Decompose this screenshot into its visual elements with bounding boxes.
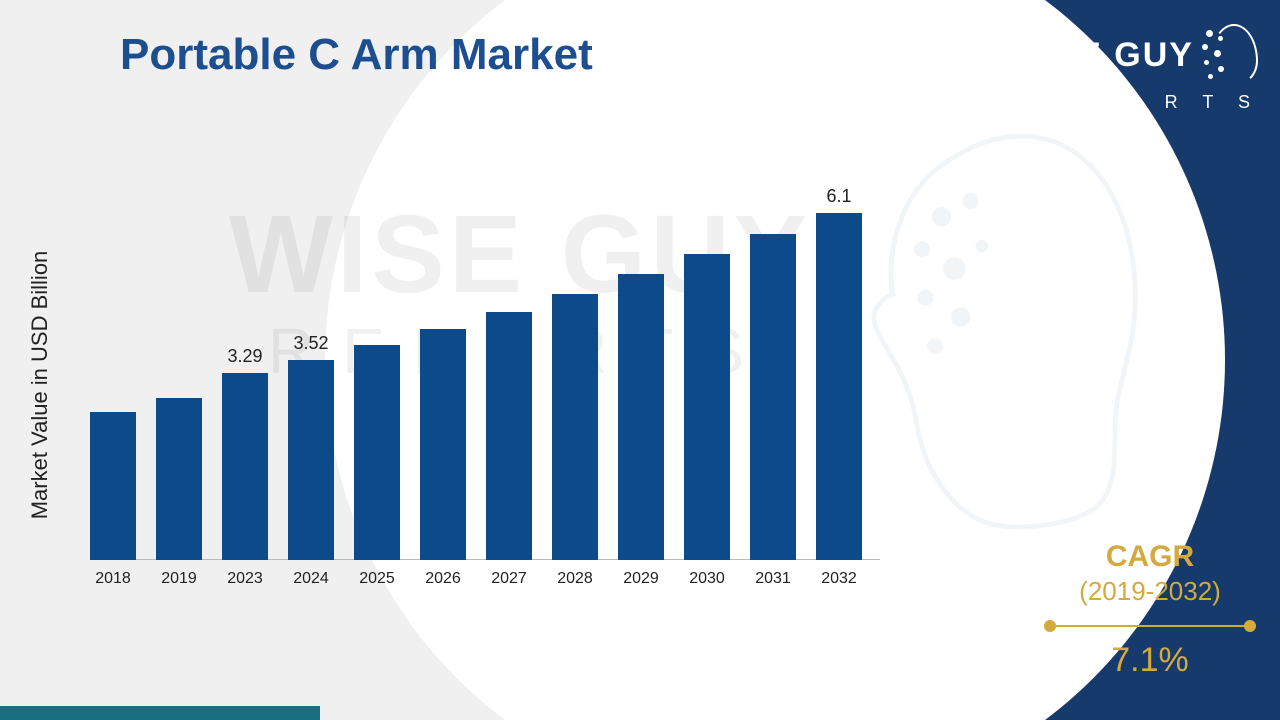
cagr-value: 7.1% (1020, 641, 1280, 680)
bar-value-label: 3.52 (293, 333, 328, 354)
x-tick-label: 2018 (95, 570, 131, 588)
x-tick-label: 2032 (821, 570, 857, 588)
logo-text-top: WISE GUY (1008, 36, 1194, 75)
plot-area: 2018 2019 3.292023 3.522024 2025 2026 2027 2028… (90, 170, 880, 560)
x-tick-label: 2029 (623, 570, 659, 588)
bar-fill (816, 213, 862, 560)
bar: 2026 (420, 329, 466, 560)
bar: 2019 (156, 398, 202, 560)
brand-logo: WISE GUY R E P O R T S (1008, 20, 1260, 113)
y-axis-label: Market Value in USD Billion (27, 251, 53, 520)
bar: 2031 (750, 234, 796, 560)
bar-fill (354, 345, 400, 560)
bottom-accent-bar (0, 706, 320, 720)
bar-fill (90, 412, 136, 560)
logo-line1: WISE GUY (1008, 20, 1260, 90)
x-tick-label: 2028 (557, 570, 593, 588)
bar: 6.12032 (816, 213, 862, 560)
page: WISE GUY REPORTS Portable C Arm Market M… (0, 0, 1280, 720)
bar-fill (486, 312, 532, 560)
cagr-years: (2019-2032) (1020, 576, 1280, 607)
x-tick-label: 2031 (755, 570, 791, 588)
x-tick-label: 2026 (425, 570, 461, 588)
bar-chart: Market Value in USD Billion 201820193.29… (60, 170, 880, 600)
x-tick-label: 2019 (161, 570, 197, 588)
bar-fill (552, 294, 598, 560)
logo-text-bottom: R E P O R T S (1008, 92, 1260, 113)
cagr-title: CAGR (1020, 540, 1280, 574)
bar: 2030 (684, 254, 730, 560)
bar-fill (288, 360, 334, 560)
bar: 3.292023 (222, 373, 268, 560)
bar-fill (684, 254, 730, 560)
x-tick-label: 2023 (227, 570, 263, 588)
bar-value-label: 3.29 (227, 346, 262, 367)
bar: 2028 (552, 294, 598, 560)
bar-fill (222, 373, 268, 560)
x-tick-label: 2025 (359, 570, 395, 588)
bar: 3.522024 (288, 360, 334, 560)
bar-fill (156, 398, 202, 560)
bar-value-label: 6.1 (826, 186, 851, 207)
bar: 2025 (354, 345, 400, 560)
x-tick-label: 2027 (491, 570, 527, 588)
x-tick-label: 2024 (293, 570, 329, 588)
bar-fill (420, 329, 466, 560)
x-tick-label: 2030 (689, 570, 725, 588)
bar: 2018 (90, 412, 136, 560)
bar-fill (750, 234, 796, 560)
bar: 2027 (486, 312, 532, 560)
chart-title: Portable C Arm Market (120, 30, 593, 80)
cagr-block: CAGR (2019-2032) 7.1% (1020, 540, 1280, 680)
logo-head-icon (1200, 20, 1260, 90)
cagr-divider (1050, 625, 1250, 627)
bar-fill (618, 274, 664, 560)
bar: 2029 (618, 274, 664, 560)
